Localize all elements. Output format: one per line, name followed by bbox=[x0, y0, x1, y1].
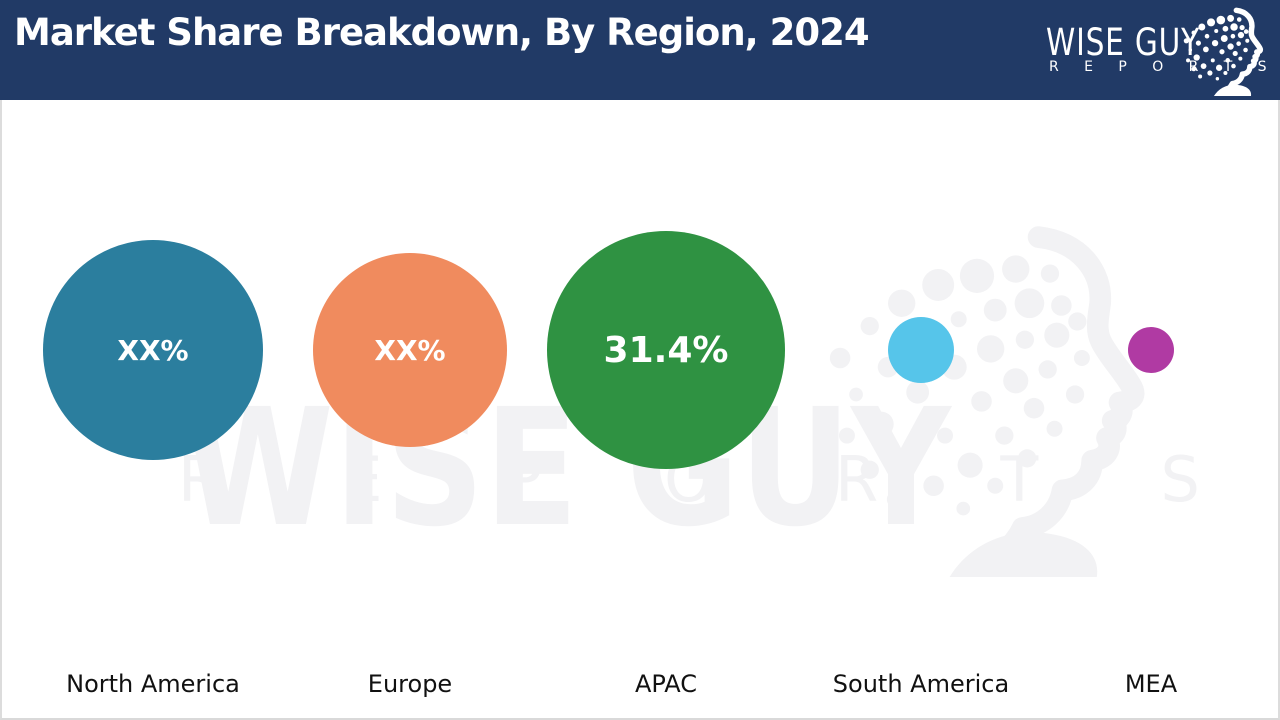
bubble-mea bbox=[1128, 327, 1174, 373]
logo-head-icon bbox=[1176, 4, 1276, 96]
bubble-apac: 31.4% bbox=[547, 231, 785, 469]
bubble-value-europe: XX% bbox=[374, 333, 446, 367]
category-label-apac: APAC bbox=[634, 670, 698, 698]
logo-reports-text: R E P O R T S bbox=[1049, 59, 1279, 75]
category-label-south-america: South America bbox=[832, 670, 1010, 698]
page-title: Market Share Breakdown, By Region, 2024 bbox=[14, 11, 870, 54]
bubble-europe: XX% bbox=[313, 253, 507, 447]
wise-guy-reports-logo: WISE GUY R E P O R T S bbox=[1040, 0, 1280, 100]
category-label-europe: Europe bbox=[367, 670, 453, 698]
bubble-value-north-america: XX% bbox=[117, 333, 189, 367]
bubble-north-america: XX% bbox=[43, 240, 263, 460]
bubble-value-apac: 31.4% bbox=[603, 329, 729, 371]
category-label-mea: MEA bbox=[1124, 670, 1178, 698]
category-label-north-america: North America bbox=[66, 670, 240, 698]
bubble-south-america bbox=[888, 317, 954, 383]
logo-wiseguy-text: WISE GUY bbox=[1046, 21, 1200, 64]
header-bar: Market Share Breakdown, By Region, 2024 … bbox=[0, 0, 1280, 100]
